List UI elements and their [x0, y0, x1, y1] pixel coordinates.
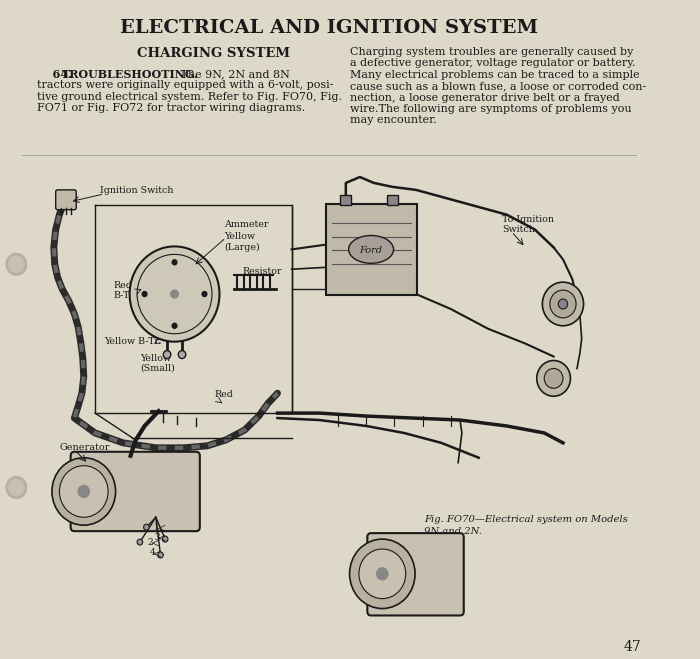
Text: (Small): (Small) — [140, 364, 175, 372]
Text: Resistor: Resistor — [243, 268, 282, 276]
Text: nection, a loose generator drive belt or a frayed: nection, a loose generator drive belt or… — [349, 93, 620, 103]
Text: Yellow B-Tr.: Yellow B-Tr. — [104, 337, 161, 346]
Text: Yellow: Yellow — [224, 231, 256, 241]
Text: cause such as a blown fuse, a loose or corroded con-: cause such as a blown fuse, a loose or c… — [349, 81, 646, 91]
Circle shape — [544, 368, 563, 388]
Text: B-Tr.: B-Tr. — [113, 291, 136, 300]
Text: 1: 1 — [154, 523, 160, 532]
Text: Switch: Switch — [502, 225, 535, 233]
Circle shape — [171, 290, 178, 298]
Text: Ammeter: Ammeter — [224, 219, 269, 229]
Circle shape — [158, 552, 163, 558]
Circle shape — [162, 536, 168, 542]
Circle shape — [144, 524, 149, 530]
Circle shape — [559, 299, 568, 309]
Text: The 9N, 2N and 8N: The 9N, 2N and 8N — [177, 69, 290, 79]
Text: Fig. FO70—Electrical system on Models: Fig. FO70—Electrical system on Models — [424, 515, 628, 525]
Text: 4: 4 — [149, 548, 155, 558]
FancyBboxPatch shape — [387, 195, 398, 205]
Text: a defective generator, voltage regulator or battery.: a defective generator, voltage regulator… — [349, 59, 635, 69]
Text: Red: Red — [113, 281, 132, 290]
Circle shape — [9, 480, 24, 496]
Text: 2: 2 — [148, 538, 153, 546]
Text: ELECTRICAL AND IGNITION SYSTEM: ELECTRICAL AND IGNITION SYSTEM — [120, 19, 538, 38]
Circle shape — [202, 291, 206, 297]
Circle shape — [130, 246, 220, 341]
Circle shape — [52, 458, 116, 525]
FancyBboxPatch shape — [340, 195, 351, 205]
FancyBboxPatch shape — [326, 204, 417, 295]
Circle shape — [6, 253, 27, 275]
Circle shape — [163, 351, 171, 358]
Text: FO71 or Fig. FO72 for tractor wiring diagrams.: FO71 or Fig. FO72 for tractor wiring dia… — [37, 103, 305, 113]
Text: To Ignition: To Ignition — [502, 215, 554, 223]
Text: Ignition Switch: Ignition Switch — [99, 186, 173, 195]
Text: Ford: Ford — [360, 246, 383, 255]
Circle shape — [537, 360, 570, 396]
FancyBboxPatch shape — [71, 452, 200, 531]
Text: (Large): (Large) — [224, 243, 260, 252]
Text: Red: Red — [215, 390, 234, 399]
Circle shape — [78, 486, 90, 498]
Circle shape — [60, 466, 108, 517]
Text: 3: 3 — [154, 532, 160, 542]
Circle shape — [178, 351, 186, 358]
Text: CHARGING SYSTEM: CHARGING SYSTEM — [137, 47, 290, 60]
Text: 9N and 2N.: 9N and 2N. — [424, 527, 482, 536]
Circle shape — [542, 282, 584, 326]
Ellipse shape — [349, 235, 393, 264]
Text: tive ground electrical system. Refer to Fig. FO70, Fig.: tive ground electrical system. Refer to … — [37, 92, 342, 101]
Circle shape — [142, 291, 147, 297]
Circle shape — [172, 324, 177, 328]
Text: Many electrical problems can be traced to a simple: Many electrical problems can be traced t… — [349, 70, 639, 80]
Circle shape — [349, 539, 415, 608]
Text: Yellow: Yellow — [140, 354, 171, 362]
Circle shape — [137, 539, 143, 545]
Circle shape — [6, 476, 27, 498]
Text: Generator: Generator — [60, 443, 110, 452]
Text: wire.The following are symptoms of problems you: wire.The following are symptoms of probl… — [349, 104, 631, 114]
FancyBboxPatch shape — [368, 533, 464, 616]
Text: TROUBLESHOOTING.: TROUBLESHOOTING. — [62, 69, 199, 80]
Text: Charging system troubles are generally caused by: Charging system troubles are generally c… — [349, 47, 633, 57]
Circle shape — [9, 256, 24, 272]
Text: 64.: 64. — [37, 69, 76, 80]
Circle shape — [550, 290, 576, 318]
Circle shape — [359, 549, 406, 598]
Text: 47: 47 — [624, 641, 642, 654]
Text: tractors were originally equipped with a 6-volt, posi-: tractors were originally equipped with a… — [37, 80, 333, 90]
FancyBboxPatch shape — [56, 190, 76, 210]
Circle shape — [172, 260, 177, 265]
Circle shape — [377, 568, 388, 580]
Text: may encounter.: may encounter. — [349, 115, 436, 125]
